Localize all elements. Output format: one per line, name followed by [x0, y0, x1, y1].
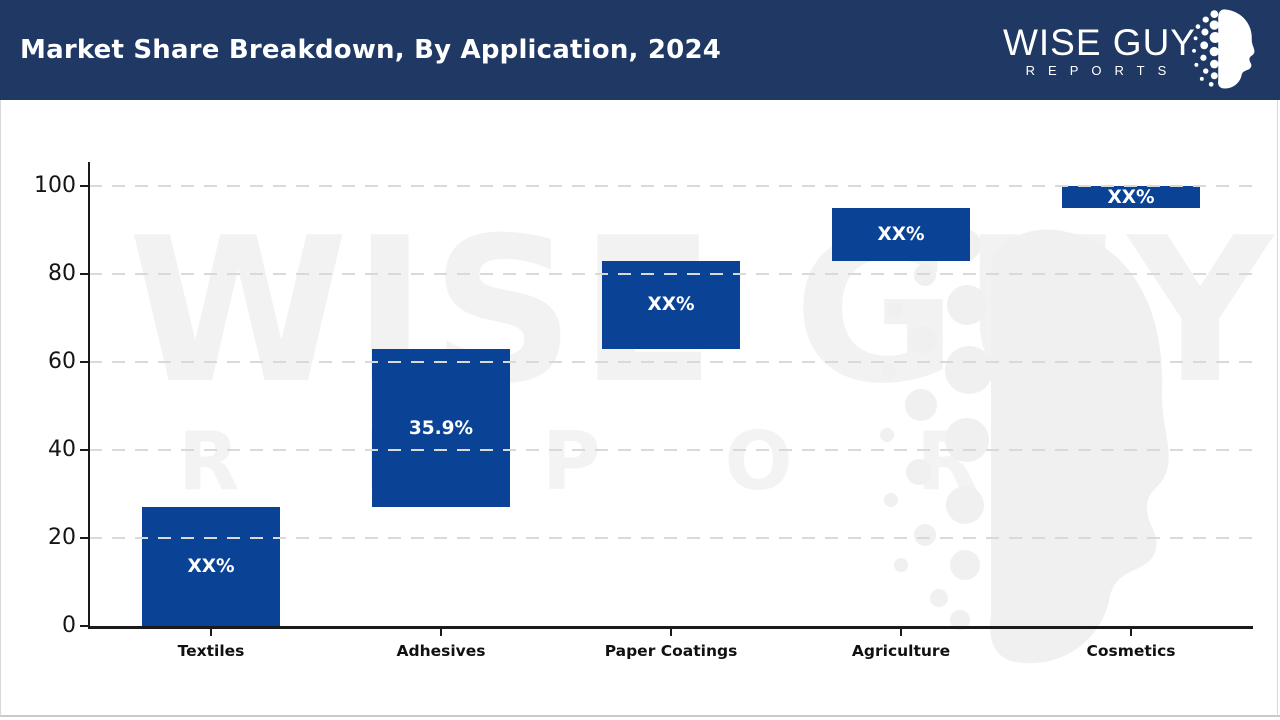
bar-value-label: XX%: [647, 294, 695, 316]
page-border-bottom: [0, 715, 1280, 717]
category-label-4: Cosmetics: [1086, 642, 1176, 660]
y-tick-60: [80, 361, 88, 363]
category-label-3: Agriculture: [851, 642, 951, 660]
page-border-right: [1277, 100, 1278, 716]
category-label-2: Paper Coatings: [604, 642, 738, 660]
gridline-100: [89, 185, 1253, 187]
bar-value-label: XX%: [877, 223, 925, 245]
dotted-face-icon: [1192, 9, 1255, 89]
y-tick-20: [80, 537, 88, 539]
x-tick-0: [210, 629, 212, 636]
bar-cosmetics: XX%: [1062, 186, 1200, 208]
chart-area: WISE GUY R E P O R T S 020406080100XX%Te…: [0, 100, 1280, 717]
y-tick-label-40: 40: [48, 437, 76, 462]
bar-value-label: XX%: [1107, 186, 1155, 208]
y-tick-label-60: 60: [48, 349, 76, 374]
y-tick-80: [80, 273, 88, 275]
bar-value-label: XX%: [187, 556, 235, 578]
y-tick-label-100: 100: [34, 173, 76, 198]
watermark-face-icon: [880, 229, 1169, 664]
y-tick-label-80: 80: [48, 261, 76, 286]
page-border-left: [0, 100, 1, 716]
header-bar: Market Share Breakdown, By Application, …: [0, 0, 1280, 100]
y-tick-label-0: 0: [62, 613, 76, 638]
brand-logo-text: WISE GUY REPORTS: [1003, 24, 1196, 77]
bar-value-label: 35.9%: [408, 417, 474, 439]
bar-textiles: XX%: [142, 507, 280, 626]
y-tick-100: [80, 185, 88, 187]
gridline-60: [89, 361, 1253, 363]
page-title: Market Share Breakdown, By Application, …: [20, 35, 722, 65]
gridline-80: [89, 273, 1253, 275]
gridline-20: [89, 537, 1253, 539]
x-axis-line: [88, 626, 1253, 629]
x-tick-1: [440, 629, 442, 636]
brand-logo: WISE GUY REPORTS: [1003, 6, 1258, 94]
brand-name: WISE GUY: [1002, 21, 1196, 63]
bar-adhesives: 35.9%: [372, 349, 510, 508]
x-tick-3: [900, 629, 902, 636]
category-label-0: Textiles: [177, 642, 245, 660]
category-label-1: Adhesives: [396, 642, 486, 660]
y-tick-0: [80, 625, 88, 627]
y-axis-line: [88, 162, 90, 628]
brand-subtitle: REPORTS: [1025, 62, 1180, 78]
bar-agriculture: XX%: [832, 208, 970, 261]
x-tick-4: [1130, 629, 1132, 636]
bar-paper-coatings: XX%: [602, 260, 740, 349]
y-tick-label-20: 20: [48, 525, 76, 550]
gridline-40: [89, 449, 1253, 451]
x-tick-2: [670, 629, 672, 636]
y-tick-40: [80, 449, 88, 451]
